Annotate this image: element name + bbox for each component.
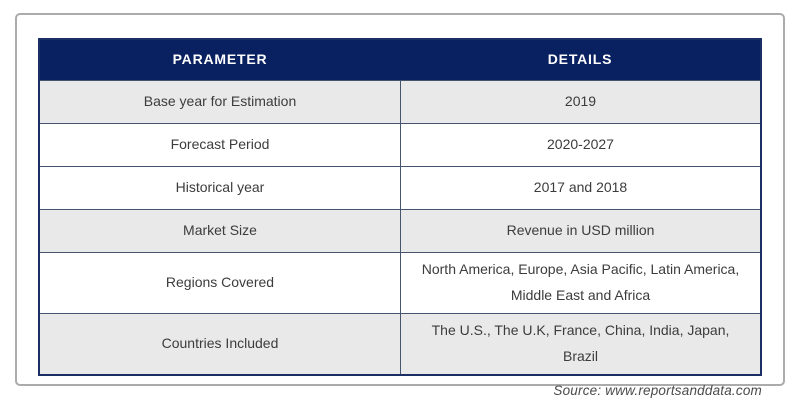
table-row-regions-covered: Regions Covered North America, Europe, A… xyxy=(40,252,760,313)
details-cell: 2017 and 2018 xyxy=(400,167,760,209)
details-cell: 2019 xyxy=(400,81,760,123)
parameter-cell: Historical year xyxy=(175,179,265,196)
parameters-table: PARAMETER DETAILS Base year for Estimati… xyxy=(38,38,762,376)
table-row-base-year: Base year for Estimation 2019 xyxy=(40,80,760,123)
table-row-historical-year: Historical year 2017 and 2018 xyxy=(40,166,760,209)
details-cell: Revenue in USD million xyxy=(400,210,760,252)
column-header-parameter: PARAMETER xyxy=(172,51,268,68)
table-row-countries-included: Countries Included The U.S., The U.K, Fr… xyxy=(40,313,760,374)
parameter-cell: Base year for Estimation xyxy=(143,93,297,110)
table-row-forecast-period: Forecast Period 2020-2027 xyxy=(40,123,760,166)
parameter-cell: Countries Included xyxy=(161,334,279,351)
column-header-details: DETAILS xyxy=(547,51,613,68)
parameter-cell: Market Size xyxy=(183,222,257,239)
details-cell: 2020-2027 xyxy=(400,124,760,166)
table-row-market-size: Market Size Revenue in USD million xyxy=(40,209,760,252)
parameter-cell: Forecast Period xyxy=(170,136,270,153)
table-header-row: PARAMETER DETAILS xyxy=(40,40,760,80)
parameter-cell: Regions Covered xyxy=(165,274,275,291)
details-cell: North America, Europe, Asia Pacific, Lat… xyxy=(400,253,760,313)
source-attribution: Source: www.reportsanddata.com xyxy=(553,382,762,398)
figure-content: PARAMETER DETAILS Base year for Estimati… xyxy=(38,38,762,398)
details-cell: The U.S., The U.K, France, China, India,… xyxy=(400,314,760,374)
